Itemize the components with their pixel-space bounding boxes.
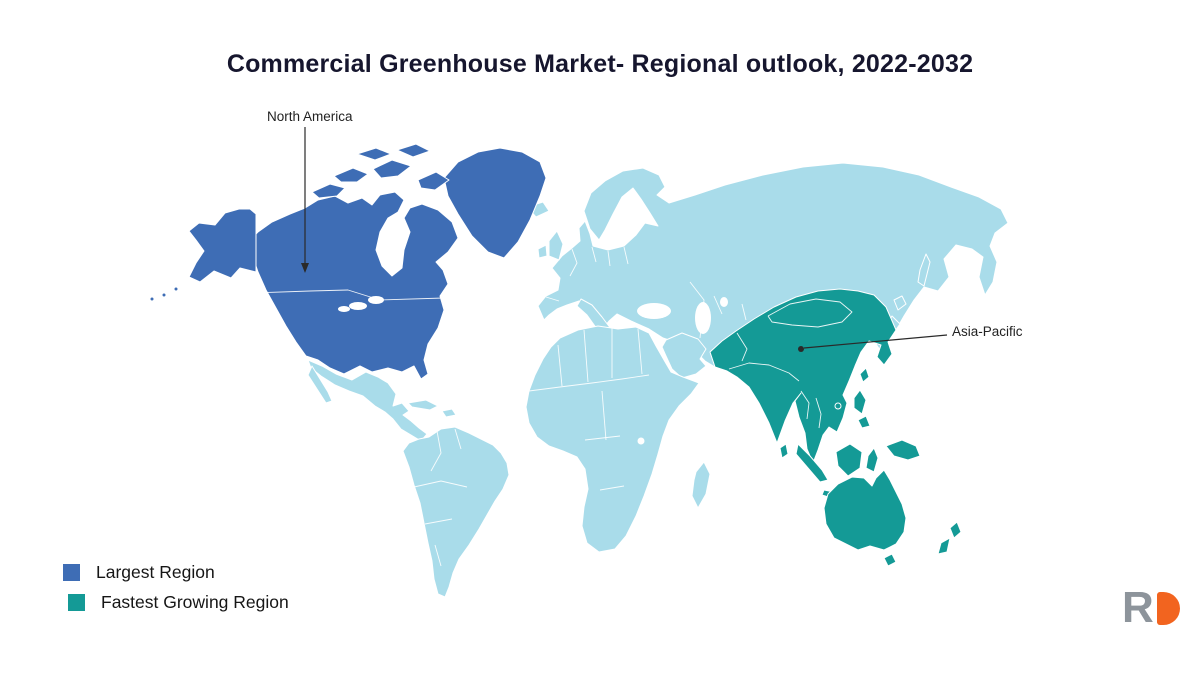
page-title: Commercial Greenhouse Market- Regional o…: [226, 50, 974, 78]
north-america: [249, 191, 459, 380]
legend-label: Largest Region: [96, 562, 215, 582]
leader-line-asia-pacific: [803, 334, 948, 349]
north-america-label: North America: [267, 109, 353, 124]
legend: Largest Region Fastest Growing Region: [63, 562, 289, 622]
baja-california: [307, 365, 333, 404]
alaska: [188, 208, 257, 283]
island: [356, 147, 392, 161]
legend-item-fastest: Fastest Growing Region: [68, 592, 289, 613]
logo-d-icon: [1156, 591, 1180, 625]
legend-item-largest: Largest Region: [63, 562, 289, 583]
lakes: [338, 296, 728, 445]
new-guinea: [885, 439, 921, 461]
cuba: [407, 399, 439, 411]
ireland: [537, 244, 548, 259]
mexico-central-america: [307, 359, 428, 442]
arabian-peninsula: [661, 332, 707, 379]
great-britain: [548, 230, 564, 261]
greenland: [443, 147, 547, 259]
taiwan: [859, 367, 870, 383]
philippines: [857, 415, 871, 429]
sri-lanka: [779, 443, 789, 459]
asia-pacific-label: Asia-Pacific: [952, 324, 1023, 339]
great-lake: [338, 306, 350, 312]
island: [161, 292, 167, 298]
island: [311, 183, 346, 199]
island: [149, 296, 155, 302]
fastest-region-swatch: [68, 594, 85, 611]
great-lake: [349, 302, 367, 310]
tasmania: [883, 553, 897, 567]
island: [173, 286, 179, 292]
largest-region-swatch: [63, 564, 80, 581]
japan: [893, 295, 907, 311]
australia: [823, 469, 907, 551]
sakhalin: [917, 253, 931, 287]
new-zealand: [937, 537, 951, 555]
borneo: [835, 443, 863, 477]
caspian-sea: [695, 302, 711, 334]
logo-letter: R: [1122, 583, 1154, 632]
hainan: [834, 402, 842, 410]
arrow-head: [301, 263, 309, 273]
sumatra: [795, 443, 829, 483]
anchor-dot: [798, 346, 804, 352]
sulawesi: [865, 447, 879, 473]
new-zealand: [949, 521, 962, 539]
island: [417, 171, 450, 191]
madagascar: [691, 461, 711, 509]
region-group-fastest: [709, 288, 962, 567]
brand-logo: R: [1122, 586, 1180, 630]
country-borders: [251, 246, 878, 567]
legend-label: Fastest Growing Region: [101, 592, 289, 612]
south-america: [402, 426, 510, 598]
region-group-largest: [149, 143, 547, 380]
black-sea: [637, 303, 671, 319]
island: [333, 167, 369, 183]
island: [372, 159, 412, 179]
great-lake: [368, 296, 384, 304]
lake-victoria: [637, 437, 645, 445]
aral-sea: [720, 297, 728, 307]
island: [441, 408, 457, 418]
island: [396, 143, 431, 158]
annotations: [301, 127, 948, 352]
africa: [525, 325, 700, 553]
philippines: [853, 389, 867, 415]
asia-pacific-mainland: [709, 288, 897, 464]
